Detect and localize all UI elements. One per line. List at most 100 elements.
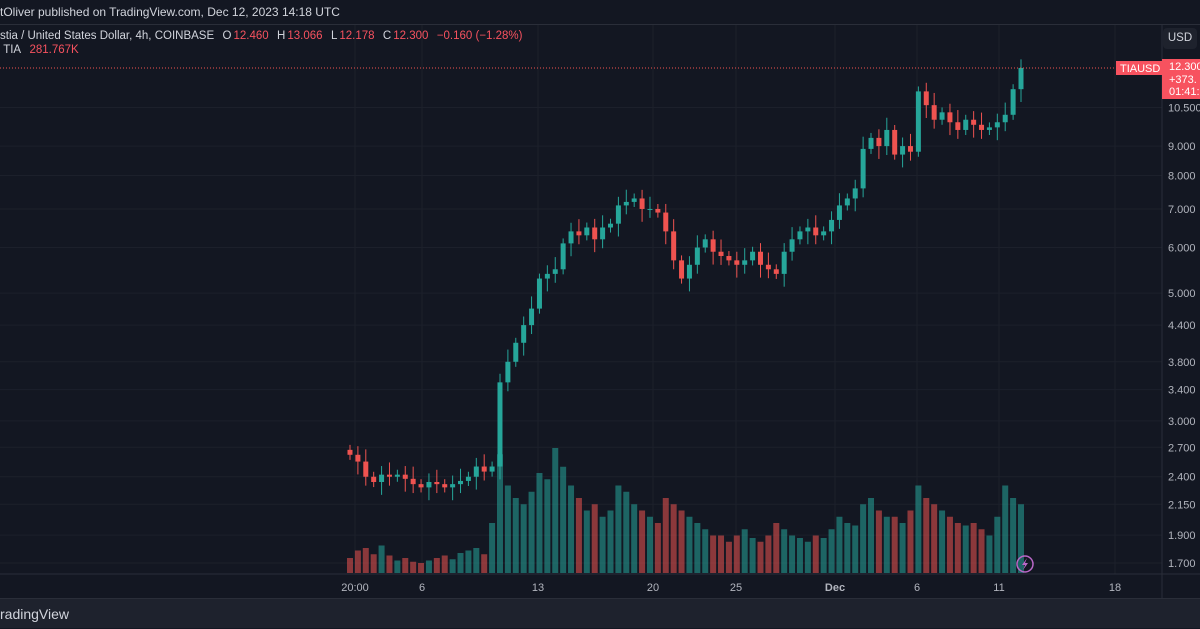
volume-bar <box>347 558 353 573</box>
volume-bar <box>844 523 851 573</box>
volume-bar <box>702 529 709 573</box>
candlestick-chart[interactable]: 10.500 9.000 8.000 7.000 6.000 5.000 4.400 3.80… <box>0 25 1200 598</box>
candle-body <box>718 251 724 257</box>
volume-bar <box>418 563 425 573</box>
time-tick-label: 13 <box>532 582 544 594</box>
volume-bar <box>962 525 969 573</box>
tradingview-brand: radingView <box>0 606 70 622</box>
volume-bar <box>465 550 472 573</box>
volume-bar <box>504 485 511 573</box>
volume-bar <box>402 558 409 573</box>
time-axis: 20:00 6 13 20 25 Dec 6 11 18 <box>341 582 1121 594</box>
candle-body <box>450 484 456 488</box>
candle-body <box>915 91 921 152</box>
price-tick-label: 6.000 <box>1168 243 1196 255</box>
candle-body <box>955 122 961 130</box>
candle-body <box>765 264 771 270</box>
candle-body <box>584 227 590 236</box>
symbol-description[interactable]: stia / United States Dollar, 4h, COINBAS… <box>0 30 215 42</box>
volume-bar <box>386 555 393 573</box>
price-tag-price: 12.300 <box>1169 61 1200 73</box>
candle-body <box>710 239 716 252</box>
candle-body <box>544 273 550 279</box>
price-tag-change: +373. <box>1169 74 1197 86</box>
candle-body <box>465 476 471 481</box>
volume-bar <box>875 510 882 573</box>
lightning-icon[interactable] <box>1016 555 1034 573</box>
price-tag: TIAUSD 12.300 +373. 01:41: <box>1116 59 1200 99</box>
currency-button[interactable]: USD <box>1163 28 1197 49</box>
volume-bar <box>970 523 977 573</box>
volume-bar <box>741 529 748 573</box>
candle-body <box>552 269 558 274</box>
volume-bar <box>473 548 480 573</box>
open-label: O <box>222 30 232 42</box>
price-tick-label: 2.700 <box>1168 442 1196 454</box>
footer-bar: radingView <box>0 598 1200 628</box>
volume-bar <box>883 516 890 573</box>
candle-body <box>923 91 929 106</box>
volume-value: 281.767K <box>29 44 79 56</box>
candle-body <box>1010 89 1016 115</box>
volume-bar <box>828 529 835 573</box>
volume-bar <box>560 466 567 573</box>
volume-bar <box>891 516 898 573</box>
volume-line: TIA 281.767K <box>0 43 524 57</box>
time-tick-label: Dec <box>825 582 845 594</box>
volume-bar <box>552 448 559 573</box>
candle-body <box>868 137 874 149</box>
volume-bar <box>868 498 875 573</box>
volume-bar <box>1018 504 1024 573</box>
volume-bar <box>1002 485 1009 573</box>
time-tick-label: 20 <box>647 582 659 594</box>
candle-body <box>355 454 361 462</box>
price-tick-label: 2.150 <box>1168 499 1196 511</box>
volume-bar <box>370 554 377 573</box>
candle-body <box>363 461 369 477</box>
high-value: 13.066 <box>287 30 323 42</box>
candle-body <box>473 466 479 477</box>
candle-body <box>647 208 653 210</box>
volume-bar <box>394 560 401 573</box>
high-label: H <box>277 30 286 42</box>
volume-bar <box>378 545 385 573</box>
candle-body <box>1018 67 1024 90</box>
price-tag-countdown: 01:41: <box>1169 86 1200 98</box>
price-tag-symbol: TIAUSD <box>1120 63 1160 75</box>
volume-bar <box>520 504 527 573</box>
candle-body <box>663 212 669 232</box>
close-label: C <box>382 30 392 42</box>
candle-body <box>655 208 661 213</box>
candle-body <box>726 256 732 261</box>
candle-body <box>418 484 424 488</box>
candle-body <box>686 264 692 279</box>
volume-bar <box>860 504 867 573</box>
candle-body <box>829 219 835 232</box>
candle-body <box>986 127 992 130</box>
price-tick-label: 4.400 <box>1168 320 1196 332</box>
volume-bar <box>931 504 938 573</box>
volume-bar <box>441 555 448 573</box>
volume-bar <box>670 504 677 573</box>
volume-bar <box>489 523 496 573</box>
candle-body <box>497 382 503 467</box>
candle-body <box>876 137 882 147</box>
volume-bar <box>773 523 780 573</box>
published-text: tOliver published on TradingView.com, De… <box>0 5 340 19</box>
price-tick-label: 3.800 <box>1168 357 1196 369</box>
volume-bar <box>568 485 575 573</box>
volume-bar <box>512 498 519 573</box>
volume-bar <box>410 561 417 573</box>
candle-body <box>489 466 495 472</box>
volume-bar <box>449 559 456 573</box>
volume-bar <box>946 516 953 573</box>
low-value: 12.178 <box>339 30 375 42</box>
volume-bar <box>354 550 361 573</box>
publish-info-bar: tOliver published on TradingView.com, De… <box>0 0 1200 25</box>
candle-body <box>576 231 582 236</box>
price-tick-label: 3.400 <box>1168 385 1196 397</box>
volume-bar <box>362 548 369 573</box>
volume-bar <box>718 535 725 573</box>
volume-bar <box>765 535 772 573</box>
candle-body <box>386 474 392 477</box>
